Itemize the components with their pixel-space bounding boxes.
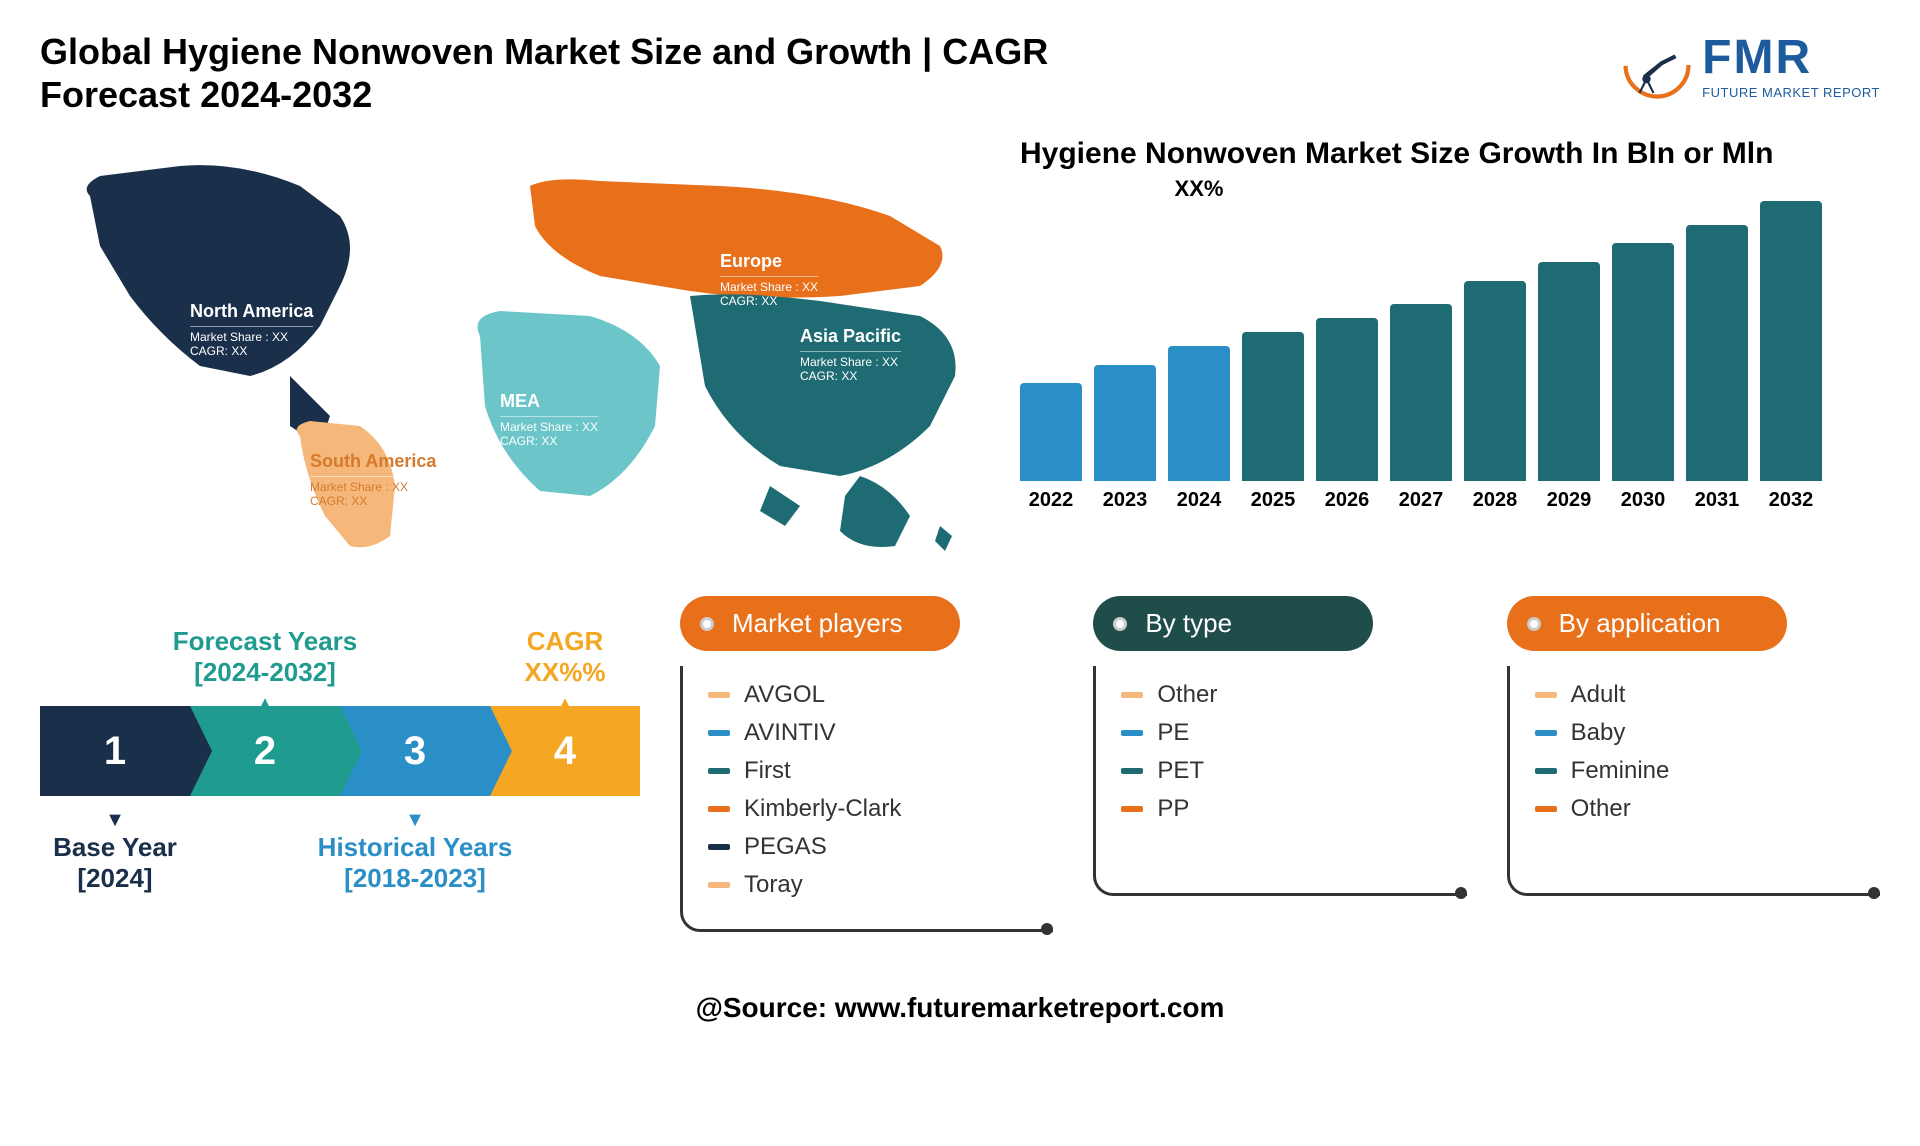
- region-label-mea: MEAMarket Share : XXCAGR: XX: [500, 391, 598, 448]
- logo: FMR FUTURE MARKET REPORT: [1622, 30, 1880, 100]
- bar-2032: XX%2032: [1760, 201, 1822, 512]
- bar-2028: 2028: [1464, 281, 1526, 513]
- bar-2030: 2030: [1612, 243, 1674, 512]
- top-section: North AmericaMarket Share : XXCAGR: XX So…: [40, 136, 1880, 556]
- timeline-bar: 1234: [40, 706, 640, 796]
- bar-2026: 2026: [1316, 318, 1378, 512]
- category-body: Adult Baby Feminine Other: [1507, 666, 1880, 896]
- categories: Market players AVGOL AVINTIV First Kimberly-…: [680, 596, 1880, 932]
- timeline-segment-3: 3: [340, 706, 490, 796]
- region-label-north-america: North AmericaMarket Share : XXCAGR: XX: [190, 301, 313, 358]
- bottom-section: Forecast Years[2024-2032]▲CAGRXX%%▲ 1234…: [40, 596, 1880, 932]
- bar-2022: 2022: [1020, 383, 1082, 512]
- category-item: Other: [1535, 795, 1860, 823]
- bar-chart: Hygiene Nonwoven Market Size Growth In B…: [1020, 136, 1880, 556]
- timeline: Forecast Years[2024-2032]▲CAGRXX%%▲ 1234…: [40, 596, 640, 894]
- category-by-type: By type Other PE PET PP: [1093, 596, 1466, 932]
- page-title: Global Hygiene Nonwoven Market Size and …: [40, 30, 1140, 116]
- bar-2025: 2025: [1242, 332, 1304, 512]
- telescope-icon: [1622, 30, 1692, 100]
- logo-sub: FUTURE MARKET REPORT: [1702, 85, 1880, 100]
- logo-main: FMR: [1702, 30, 1880, 85]
- category-header: By type: [1093, 596, 1373, 651]
- timeline-segment-2: 2: [190, 706, 340, 796]
- bar-2027: 2027: [1390, 304, 1452, 512]
- timeline-label: CAGRXX%%▲: [450, 626, 680, 716]
- category-item: First: [708, 757, 1033, 785]
- timeline-segment-1: 1: [40, 706, 190, 796]
- category-by-application: By application Adult Baby Feminine Other: [1507, 596, 1880, 932]
- category-header: By application: [1507, 596, 1787, 651]
- region-label-europe: EuropeMarket Share : XXCAGR: XX: [720, 251, 818, 308]
- category-item: Other: [1121, 681, 1446, 709]
- bar-2029: 2029: [1538, 262, 1600, 512]
- category-item: Adult: [1535, 681, 1860, 709]
- category-body: AVGOL AVINTIV First Kimberly-Clark PEGAS Tora…: [680, 666, 1053, 932]
- world-map: North AmericaMarket Share : XXCAGR: XX So…: [40, 136, 990, 556]
- region-label-south-america: South AmericaMarket Share : XXCAGR: XX: [310, 451, 436, 508]
- timeline-label: ▼Base Year[2024]: [0, 804, 230, 894]
- category-item: AVGOL: [708, 681, 1033, 709]
- timeline-label: Forecast Years[2024-2032]▲: [150, 626, 380, 716]
- header: Global Hygiene Nonwoven Market Size and …: [40, 30, 1880, 116]
- category-market-players: Market players AVGOL AVINTIV First Kimberly-…: [680, 596, 1053, 932]
- timeline-label: ▼Historical Years[2018-2023]: [300, 804, 530, 894]
- category-item: Baby: [1535, 719, 1860, 747]
- timeline-labels-bottom: ▼Base Year[2024]▼Historical Years[2018-2…: [40, 804, 640, 894]
- chart-title: Hygiene Nonwoven Market Size Growth In B…: [1020, 136, 1880, 172]
- category-item: PET: [1121, 757, 1446, 785]
- category-item: Kimberly-Clark: [708, 795, 1033, 823]
- category-body: Other PE PET PP: [1093, 666, 1466, 896]
- timeline-segment-4: 4: [490, 706, 640, 796]
- bar-2024: XX%2024: [1168, 346, 1230, 512]
- category-item: PE: [1121, 719, 1446, 747]
- category-item: PEGAS: [708, 833, 1033, 861]
- logo-text: FMR FUTURE MARKET REPORT: [1702, 30, 1880, 100]
- timeline-labels-top: Forecast Years[2024-2032]▲CAGRXX%%▲: [40, 626, 640, 706]
- category-item: PP: [1121, 795, 1446, 823]
- source-text: @Source: www.futuremarketreport.com: [40, 992, 1880, 1024]
- category-item: AVINTIV: [708, 719, 1033, 747]
- category-item: Toray: [708, 871, 1033, 899]
- chart-bars: 20222023XX%20242025202620272028202920302…: [1020, 192, 1880, 512]
- category-header: Market players: [680, 596, 960, 651]
- category-item: Feminine: [1535, 757, 1860, 785]
- region-label-asia-pacific: Asia PacificMarket Share : XXCAGR: XX: [800, 326, 901, 383]
- bar-2031: 2031: [1686, 225, 1748, 513]
- bar-2023: 2023: [1094, 365, 1156, 513]
